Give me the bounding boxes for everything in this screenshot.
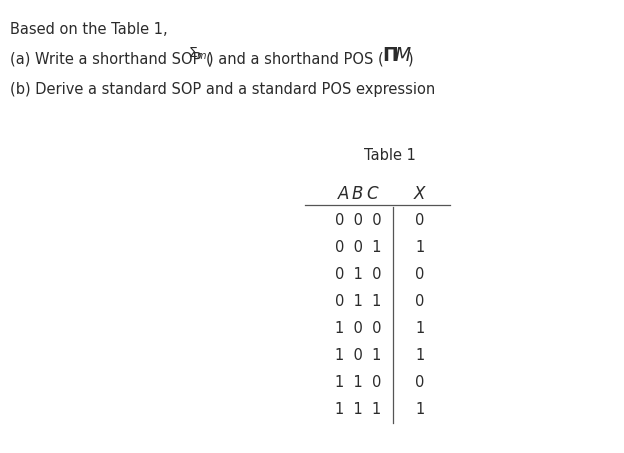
Text: $\mathit{X}$: $\mathit{X}$: [413, 185, 427, 203]
Text: 0  0  0: 0 0 0: [334, 213, 381, 228]
Text: 1: 1: [416, 348, 424, 363]
Text: (a) Write a shorthand SOP (: (a) Write a shorthand SOP (: [10, 52, 212, 67]
Text: 0: 0: [416, 267, 425, 282]
Text: 1  0  1: 1 0 1: [335, 348, 381, 363]
Text: 1  0  0: 1 0 0: [334, 321, 381, 336]
Text: ) and a shorthand POS (: ) and a shorthand POS (: [208, 52, 384, 67]
Text: 0  1  1: 0 1 1: [335, 294, 381, 309]
Text: $\mathit{A\,B\,C}$: $\mathit{A\,B\,C}$: [337, 185, 379, 203]
Text: 0: 0: [416, 213, 425, 228]
Text: 1: 1: [416, 321, 424, 336]
Text: Based on the Table 1,: Based on the Table 1,: [10, 22, 168, 37]
Text: $\Sigma_{m}$: $\Sigma_{m}$: [188, 46, 208, 63]
Text: 1: 1: [416, 402, 424, 417]
Text: 0: 0: [416, 294, 425, 309]
Text: 0  1  0: 0 1 0: [334, 267, 381, 282]
Text: ): ): [408, 52, 414, 67]
Text: 1: 1: [416, 240, 424, 255]
Text: 0  0  1: 0 0 1: [334, 240, 381, 255]
Text: 1  1  1: 1 1 1: [335, 402, 381, 417]
Text: $\mathbf{\Pi}\!\mathit{M}$: $\mathbf{\Pi}\!\mathit{M}$: [382, 46, 412, 65]
Text: Table 1: Table 1: [364, 148, 416, 163]
Text: 1  1  0: 1 1 0: [335, 375, 381, 390]
Text: (b) Derive a standard SOP and a standard POS expression: (b) Derive a standard SOP and a standard…: [10, 82, 436, 97]
Text: 0: 0: [416, 375, 425, 390]
